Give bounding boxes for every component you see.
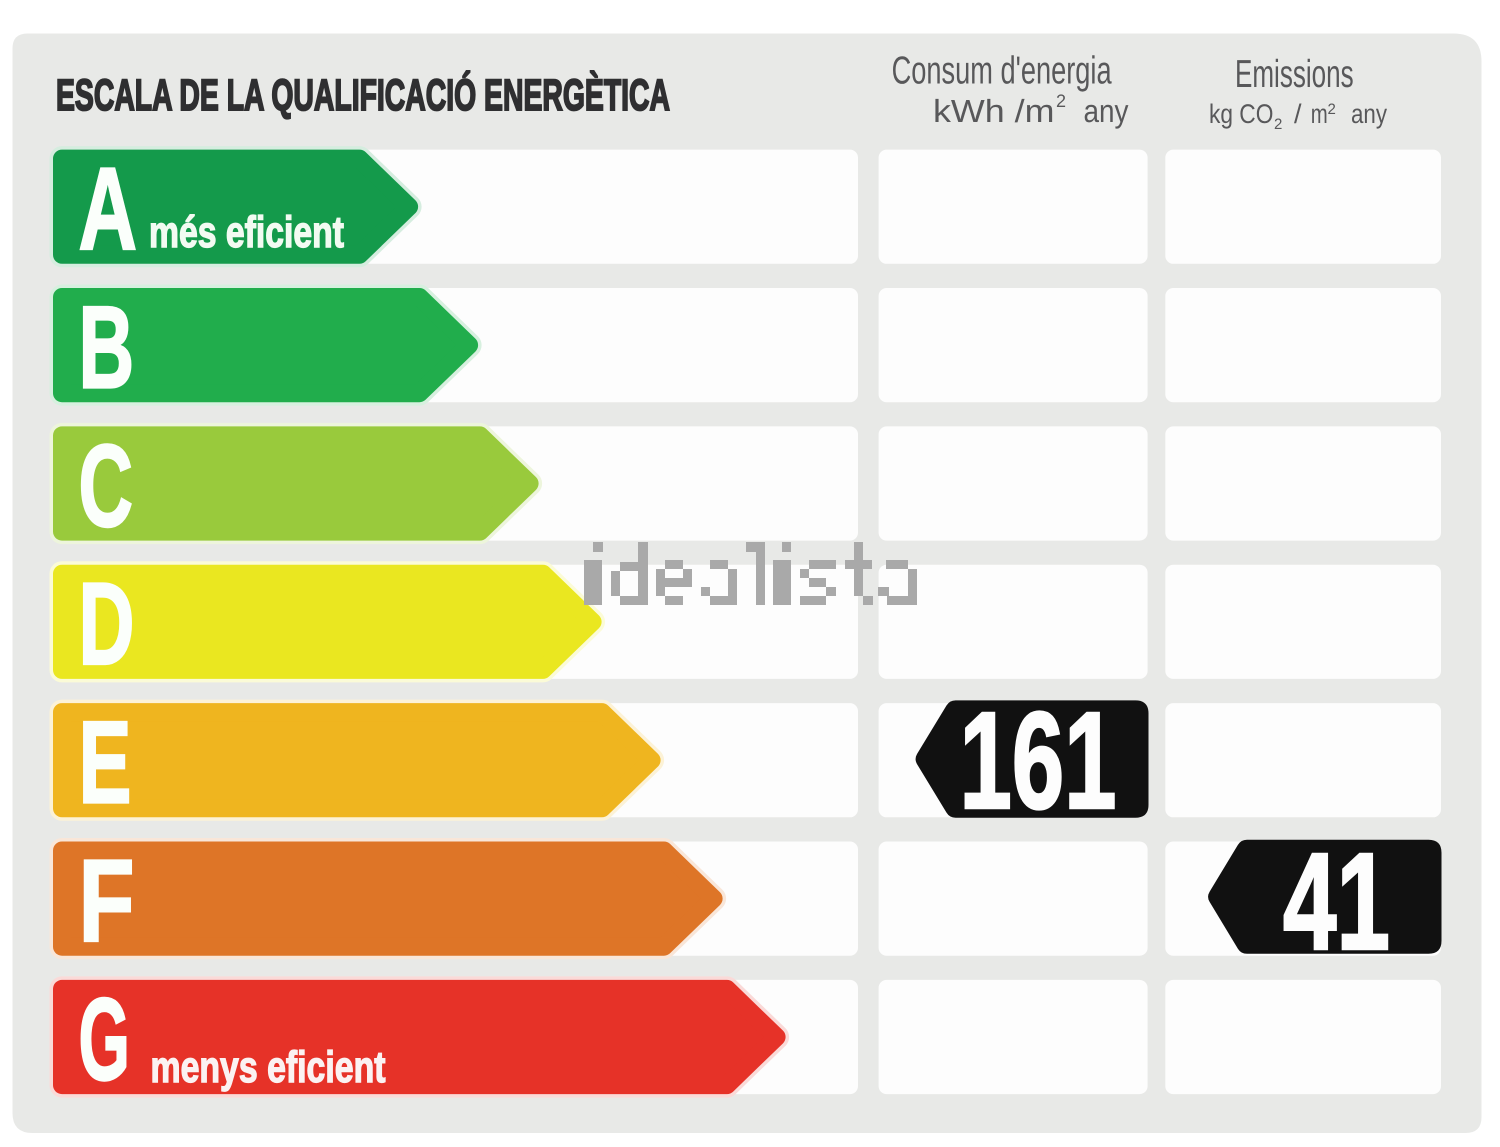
- svg-text:2: 2: [1274, 116, 1282, 133]
- svg-text:2: 2: [1056, 91, 1066, 111]
- svg-text:C: C: [79, 420, 134, 551]
- svg-text:E: E: [79, 697, 132, 828]
- svg-text:G: G: [79, 973, 130, 1104]
- svg-text:Emissions: Emissions: [1235, 53, 1354, 96]
- svg-text:2: 2: [1328, 101, 1336, 118]
- svg-text:m: m: [1311, 99, 1328, 129]
- svg-text:/: /: [1294, 99, 1302, 129]
- svg-text:A: A: [79, 143, 138, 274]
- svg-text:161: 161: [960, 684, 1117, 838]
- svg-text:menys eficient: menys eficient: [151, 1043, 386, 1092]
- svg-text:Consum d'energia: Consum d'energia: [892, 50, 1112, 93]
- svg-text:ESCALA DE LA QUALIFICACIÓ ENER: ESCALA DE LA QUALIFICACIÓ ENERGÈTICA: [56, 71, 670, 120]
- svg-text:D: D: [79, 558, 135, 689]
- svg-text:41: 41: [1283, 825, 1390, 979]
- svg-text:més eficient: més eficient: [149, 208, 344, 257]
- svg-text:kg CO: kg CO: [1209, 99, 1273, 129]
- svg-text:F: F: [79, 835, 135, 966]
- svg-text:any: any: [1351, 99, 1387, 129]
- svg-text:B: B: [79, 282, 135, 413]
- svg-text:any: any: [1084, 93, 1129, 129]
- svg-text:kWh /m: kWh /m: [933, 93, 1055, 129]
